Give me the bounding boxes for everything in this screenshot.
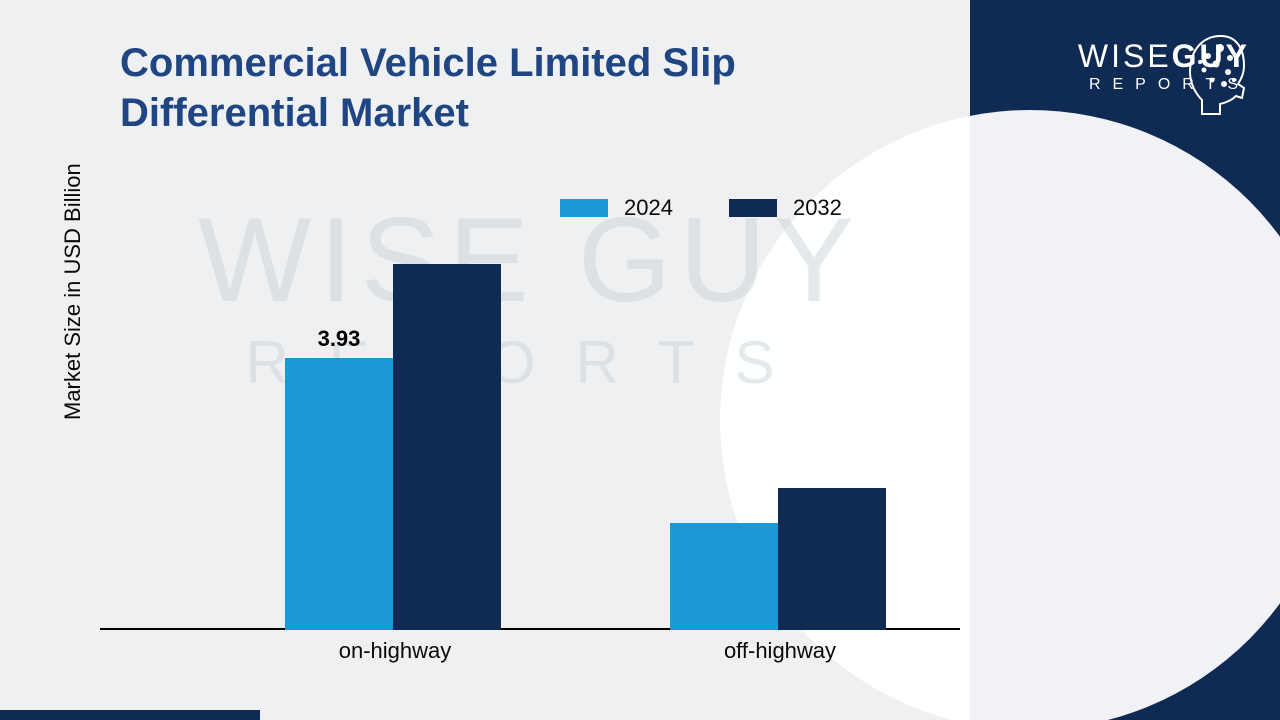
plot-area: 3.93 on-highway off-highway	[100, 250, 920, 670]
chart-canvas: WISE GUY REPORTS WISEGUY REPORTS Commerc…	[0, 0, 1280, 720]
brand-name-part1: WISE	[1078, 38, 1172, 74]
legend-swatch-2032	[729, 199, 777, 217]
bar-2024-off-highway	[670, 523, 778, 630]
brand-logo: WISEGUY REPORTS	[990, 40, 1250, 94]
legend-item-2024: 2024	[560, 195, 673, 221]
bar-2032-off-highway	[778, 488, 886, 630]
legend-label-2032: 2032	[793, 195, 842, 221]
bar-2024-on-highway	[285, 358, 393, 630]
category-label-off-highway: off-highway	[660, 630, 900, 664]
legend-swatch-2024	[560, 199, 608, 217]
legend-item-2032: 2032	[729, 195, 842, 221]
y-axis-label: Market Size in USD Billion	[60, 163, 86, 420]
bar-2032-on-highway	[393, 264, 501, 630]
value-label-on-highway-2024: 3.93	[285, 326, 393, 352]
legend-label-2024: 2024	[624, 195, 673, 221]
chart-title: Commercial Vehicle Limited Slip Differen…	[120, 38, 840, 138]
bottom-strip	[0, 710, 260, 720]
legend: 2024 2032	[560, 195, 842, 221]
category-label-on-highway: on-highway	[275, 630, 515, 664]
head-dots-icon	[1186, 34, 1256, 120]
